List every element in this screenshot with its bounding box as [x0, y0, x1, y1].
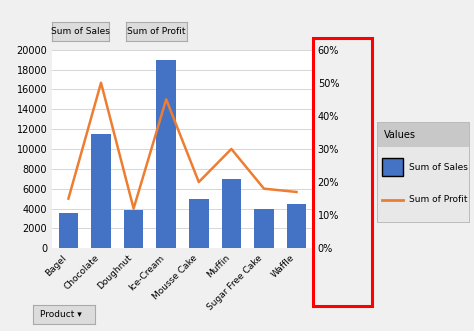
- Bar: [156, 60, 176, 248]
- FancyBboxPatch shape: [383, 158, 403, 176]
- Text: Sum of Sales: Sum of Sales: [409, 163, 468, 172]
- Bar: [189, 199, 209, 248]
- Text: Values: Values: [384, 130, 416, 140]
- Text: Sum of Profit: Sum of Profit: [127, 27, 186, 36]
- Bar: [124, 210, 143, 248]
- Bar: [91, 134, 111, 248]
- Bar: [287, 204, 306, 248]
- Text: Sum of Sales: Sum of Sales: [51, 27, 110, 36]
- Bar: [254, 209, 274, 248]
- Bar: [59, 213, 78, 248]
- Bar: [222, 179, 241, 248]
- Text: Product ▾: Product ▾: [40, 310, 82, 319]
- FancyBboxPatch shape: [377, 122, 469, 147]
- Text: Sum of Profit: Sum of Profit: [409, 195, 468, 205]
